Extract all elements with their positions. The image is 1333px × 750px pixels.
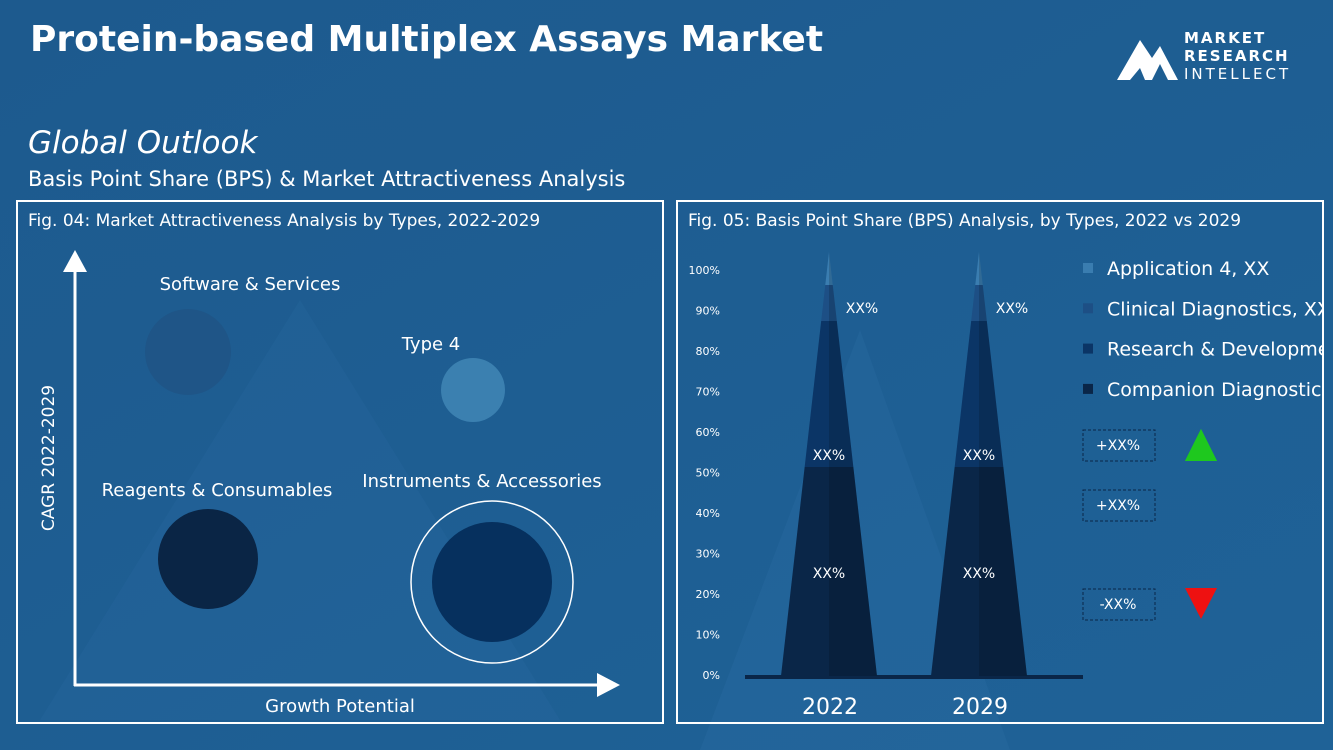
change-label: +XX%: [1096, 438, 1140, 454]
decor: [40, 300, 560, 720]
outlook: Global Outlook: [28, 125, 258, 161]
panel: [676, 200, 1324, 724]
legend-swatch: [1083, 303, 1093, 314]
legend-label: Application 4, XX: [1107, 258, 1269, 280]
y-tick-label: 100%: [689, 264, 720, 277]
logo-text: INTELLECT: [1184, 65, 1291, 83]
legend-swatch: [1083, 343, 1093, 354]
y-tick-label: 70%: [696, 386, 720, 399]
logo: MARKET RESEARCH INTELLECT: [1117, 29, 1291, 83]
segment-label: XX%: [963, 566, 995, 582]
logo-text: RESEARCH: [1184, 47, 1290, 65]
fig-title: Fig. 05: Basis Point Share (BPS) Analysi…: [688, 211, 1241, 231]
bubble-label: Instruments & Accessories: [362, 471, 601, 492]
bubble-label: Type 4: [401, 334, 461, 355]
bubble: [158, 509, 258, 609]
bubble-label: Software & Services: [160, 274, 341, 295]
y-tick-label: 30%: [696, 548, 720, 561]
fig-title: Fig. 04: Market Attractiveness Analysis …: [28, 211, 540, 231]
down-arrow: [1185, 588, 1217, 619]
arrow: [63, 250, 87, 272]
y-tick-label: 0%: [703, 669, 720, 682]
legend-swatch: [1083, 383, 1093, 394]
y-tick-label: 20%: [696, 588, 720, 601]
arrow: [597, 673, 620, 697]
bubble: [145, 309, 231, 395]
segment-label: XX%: [846, 301, 878, 317]
subtitle: Basis Point Share (BPS) & Market Attract…: [28, 167, 625, 191]
change-box: [1082, 429, 1156, 462]
legend-swatch: [1083, 263, 1093, 273]
legend-label: Research & Development: [1107, 339, 1333, 361]
legend-label: Clinical Diagnostics, XX: [1107, 298, 1330, 320]
panel: [16, 200, 664, 724]
logo-text: MARKET: [1184, 29, 1266, 47]
y-tick-label: 90%: [696, 305, 720, 318]
x-axis-label: Growth Potential: [265, 696, 415, 717]
change-label: +XX%: [1096, 498, 1140, 514]
title: Protein-based Multiplex Assays Market: [30, 19, 823, 60]
segment-label: XX%: [996, 301, 1028, 317]
year-label: 2022: [802, 695, 858, 720]
legend-label: Companion Diagnostics,: [1107, 379, 1333, 401]
baseline: [745, 675, 1083, 679]
y-tick-label: 40%: [696, 507, 720, 520]
change-box: [1082, 588, 1156, 621]
bubble-ring: [410, 500, 574, 664]
segment-label: XX%: [813, 448, 845, 464]
logo-mark: [1117, 40, 1178, 80]
segment-label: XX%: [963, 448, 995, 464]
change-box: [1082, 489, 1156, 522]
bubble: [432, 522, 552, 642]
bubble-label: Reagents & Consumables: [102, 480, 333, 501]
segment-label: XX%: [813, 566, 845, 582]
bubble: [441, 358, 505, 422]
y-tick-label: 10%: [696, 629, 720, 642]
y-tick-label: 50%: [696, 467, 720, 480]
change-label: -XX%: [1100, 597, 1137, 613]
y-axis-label: CAGR 2022-2029: [39, 385, 59, 531]
y-tick-label: 60%: [696, 426, 720, 439]
up-arrow: [1185, 429, 1217, 461]
year-label: 2029: [952, 695, 1008, 720]
y-tick-label: 80%: [696, 345, 720, 358]
